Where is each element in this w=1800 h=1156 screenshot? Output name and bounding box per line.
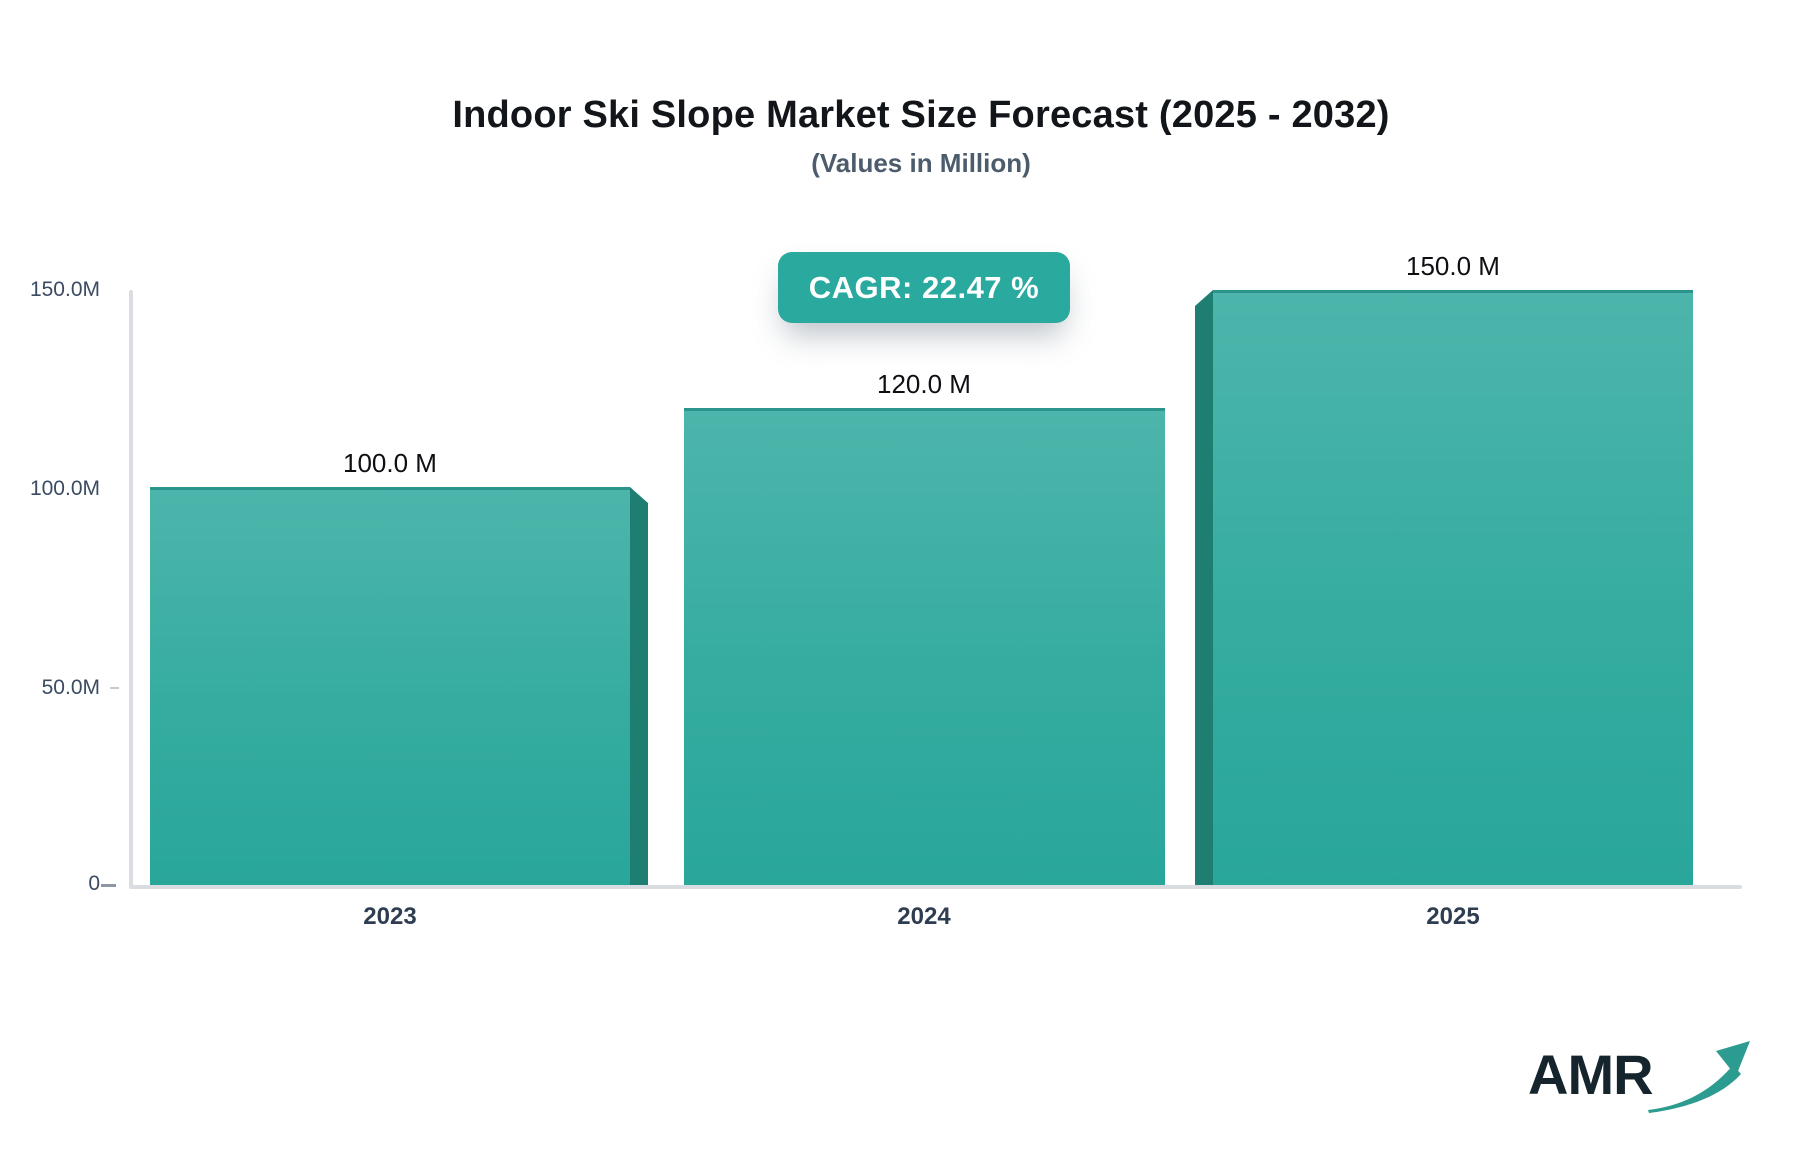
bar-value-label-2023: 100.0 M [343,448,437,478]
growth-arrow-icon [1648,1041,1750,1113]
y-tick-label-100: 100.0M [29,477,100,500]
bar-value-label-2024: 120.0 M [877,369,971,399]
y-tick-label-150: 150.0M [29,278,100,301]
page-subtitle: (Values in Million) [811,148,1031,178]
y-tick-mark-50 [110,687,119,689]
page-title: Indoor Ski Slope Market Size Forecast (2… [452,94,1390,136]
x-tick-label-2023: 2023 [363,903,417,930]
bar-value-label-2025: 150.0 M [1406,251,1500,281]
y-axis-line [129,290,133,888]
bar-2023 [150,487,630,885]
x-tick-label-2025: 2025 [1426,903,1480,930]
y-tick-mark-0 [101,884,116,887]
bar-side-2025 [1195,290,1213,885]
y-tick-label-50: 50.0M [41,676,100,699]
x-axis-line [129,885,1742,889]
amr-logo-text: AMR [1528,1043,1654,1106]
cagr-badge-label: CAGR: 22.47 % [808,269,1040,305]
bar-side-2023 [630,487,648,885]
y-tick-label-0: 0 [88,872,100,895]
amr-logo: AMR [1528,1038,1758,1120]
cagr-badge: CAGR: 22.47 % [778,252,1070,323]
bar-2025 [1213,290,1693,885]
x-tick-label-2024: 2024 [897,903,951,930]
bar-2024 [684,408,1165,885]
